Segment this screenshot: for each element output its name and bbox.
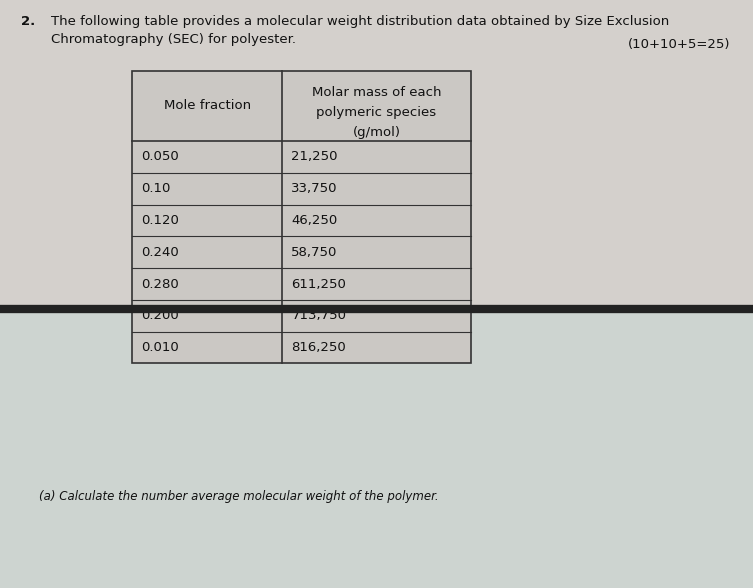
Text: 33,750: 33,750 — [291, 182, 338, 195]
Text: 0.10: 0.10 — [141, 182, 170, 195]
Bar — [132, 71, 471, 363]
Text: (10+10+5=25): (10+10+5=25) — [628, 38, 730, 51]
Text: 2.: 2. — [21, 15, 35, 28]
Text: 0.240: 0.240 — [141, 246, 178, 259]
Text: 816,250: 816,250 — [291, 341, 346, 354]
Text: 713,750: 713,750 — [291, 309, 346, 322]
Text: (a) Calculate the number average molecular weight of the polymer.: (a) Calculate the number average molecul… — [39, 490, 439, 503]
Text: 611,250: 611,250 — [291, 278, 346, 290]
Text: The following table provides a molecular weight distribution data obtained by Si: The following table provides a molecular… — [51, 15, 669, 46]
Text: 0.200: 0.200 — [141, 309, 178, 322]
Text: 58,750: 58,750 — [291, 246, 338, 259]
Text: 21,250: 21,250 — [291, 151, 338, 163]
Text: 0.280: 0.280 — [141, 278, 178, 290]
Text: Mole fraction: Mole fraction — [163, 99, 251, 112]
Text: polymeric species: polymeric species — [316, 106, 437, 119]
Text: 0.010: 0.010 — [141, 341, 178, 354]
Text: (g/mol): (g/mol) — [352, 126, 401, 139]
Text: Molar mass of each: Molar mass of each — [312, 86, 441, 99]
Bar — [0, 309, 753, 588]
Text: 0.050: 0.050 — [141, 151, 178, 163]
Text: 0.120: 0.120 — [141, 214, 178, 227]
Text: 46,250: 46,250 — [291, 214, 337, 227]
